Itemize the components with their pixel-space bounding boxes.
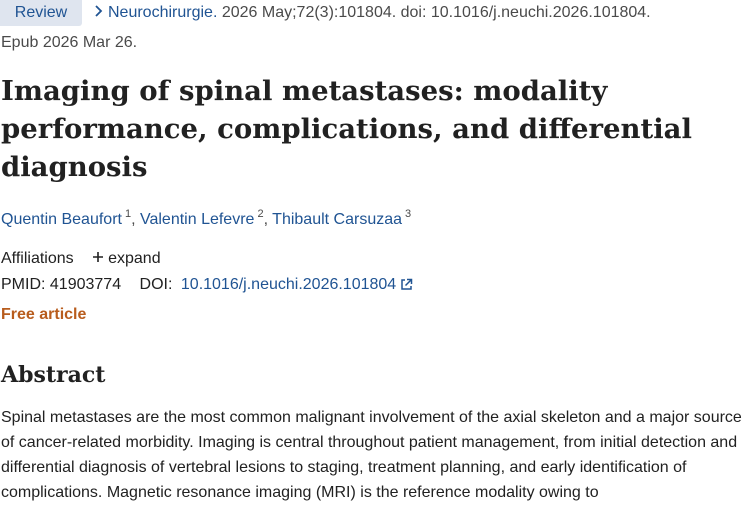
- affiliations-row: Affiliations expand: [1, 247, 161, 268]
- author-link-2[interactable]: Valentin Lefevre: [139, 211, 255, 228]
- author-link-3[interactable]: Thibault Carsuzaa: [272, 211, 403, 228]
- journal-link[interactable]: Neurochirurgie.: [108, 4, 218, 21]
- citation-text: 2026 May;72(3):101804. doi: 10.1016/j.ne…: [221, 4, 651, 21]
- author-link-1[interactable]: Quentin Beaufort: [1, 211, 122, 228]
- abstract-text: Spinal metastases are the most common ma…: [1, 409, 742, 501]
- author-separator: ,: [131, 211, 140, 228]
- author-affiliation-ref-3[interactable]: 3: [405, 208, 412, 220]
- author-list: Quentin Beaufort 1, Valentin Lefevre 2, Th…: [1, 208, 411, 229]
- author-affiliation-ref-1[interactable]: 1: [124, 208, 132, 220]
- author-separator: ,: [263, 211, 273, 228]
- external-link-icon: [400, 278, 413, 296]
- pmid-value: 41903774: [49, 276, 122, 293]
- author-affiliation-ref-2[interactable]: 2: [257, 208, 264, 220]
- article-title: Imaging of spinal metastases: modality p…: [1, 75, 692, 183]
- plus-icon[interactable]: [92, 247, 104, 268]
- affiliations-label: Affiliations: [1, 250, 74, 267]
- free-article-label: Free article: [1, 306, 87, 323]
- badge-label: Review: [14, 4, 68, 21]
- epub-date: Epub 2026 Mar 26.: [1, 34, 138, 51]
- doi-value[interactable]: 10.1016/j.neuchi.2026.101804: [180, 276, 397, 293]
- journal-citation: Neurochirurgie. 2026 May;72(3):101804. d…: [94, 4, 651, 22]
- abstract-heading: Abstract: [1, 362, 106, 388]
- pmid-label: PMID:: [1, 276, 46, 293]
- chevron-right-icon[interactable]: [94, 4, 108, 22]
- identifiers-row: PMID: 41903774 DOI: 10.1016/j.neuchi.202…: [1, 276, 413, 296]
- article-type-badge: Review: [0, 0, 82, 26]
- doi-link[interactable]: 10.1016/j.neuchi.2026.101804: [181, 276, 413, 293]
- citation-bar: Review Neurochirurgie. 2026 May;72(3):10…: [0, 0, 750, 28]
- expand-affiliations-button[interactable]: expand: [108, 250, 161, 267]
- doi-label: DOI:: [139, 276, 173, 293]
